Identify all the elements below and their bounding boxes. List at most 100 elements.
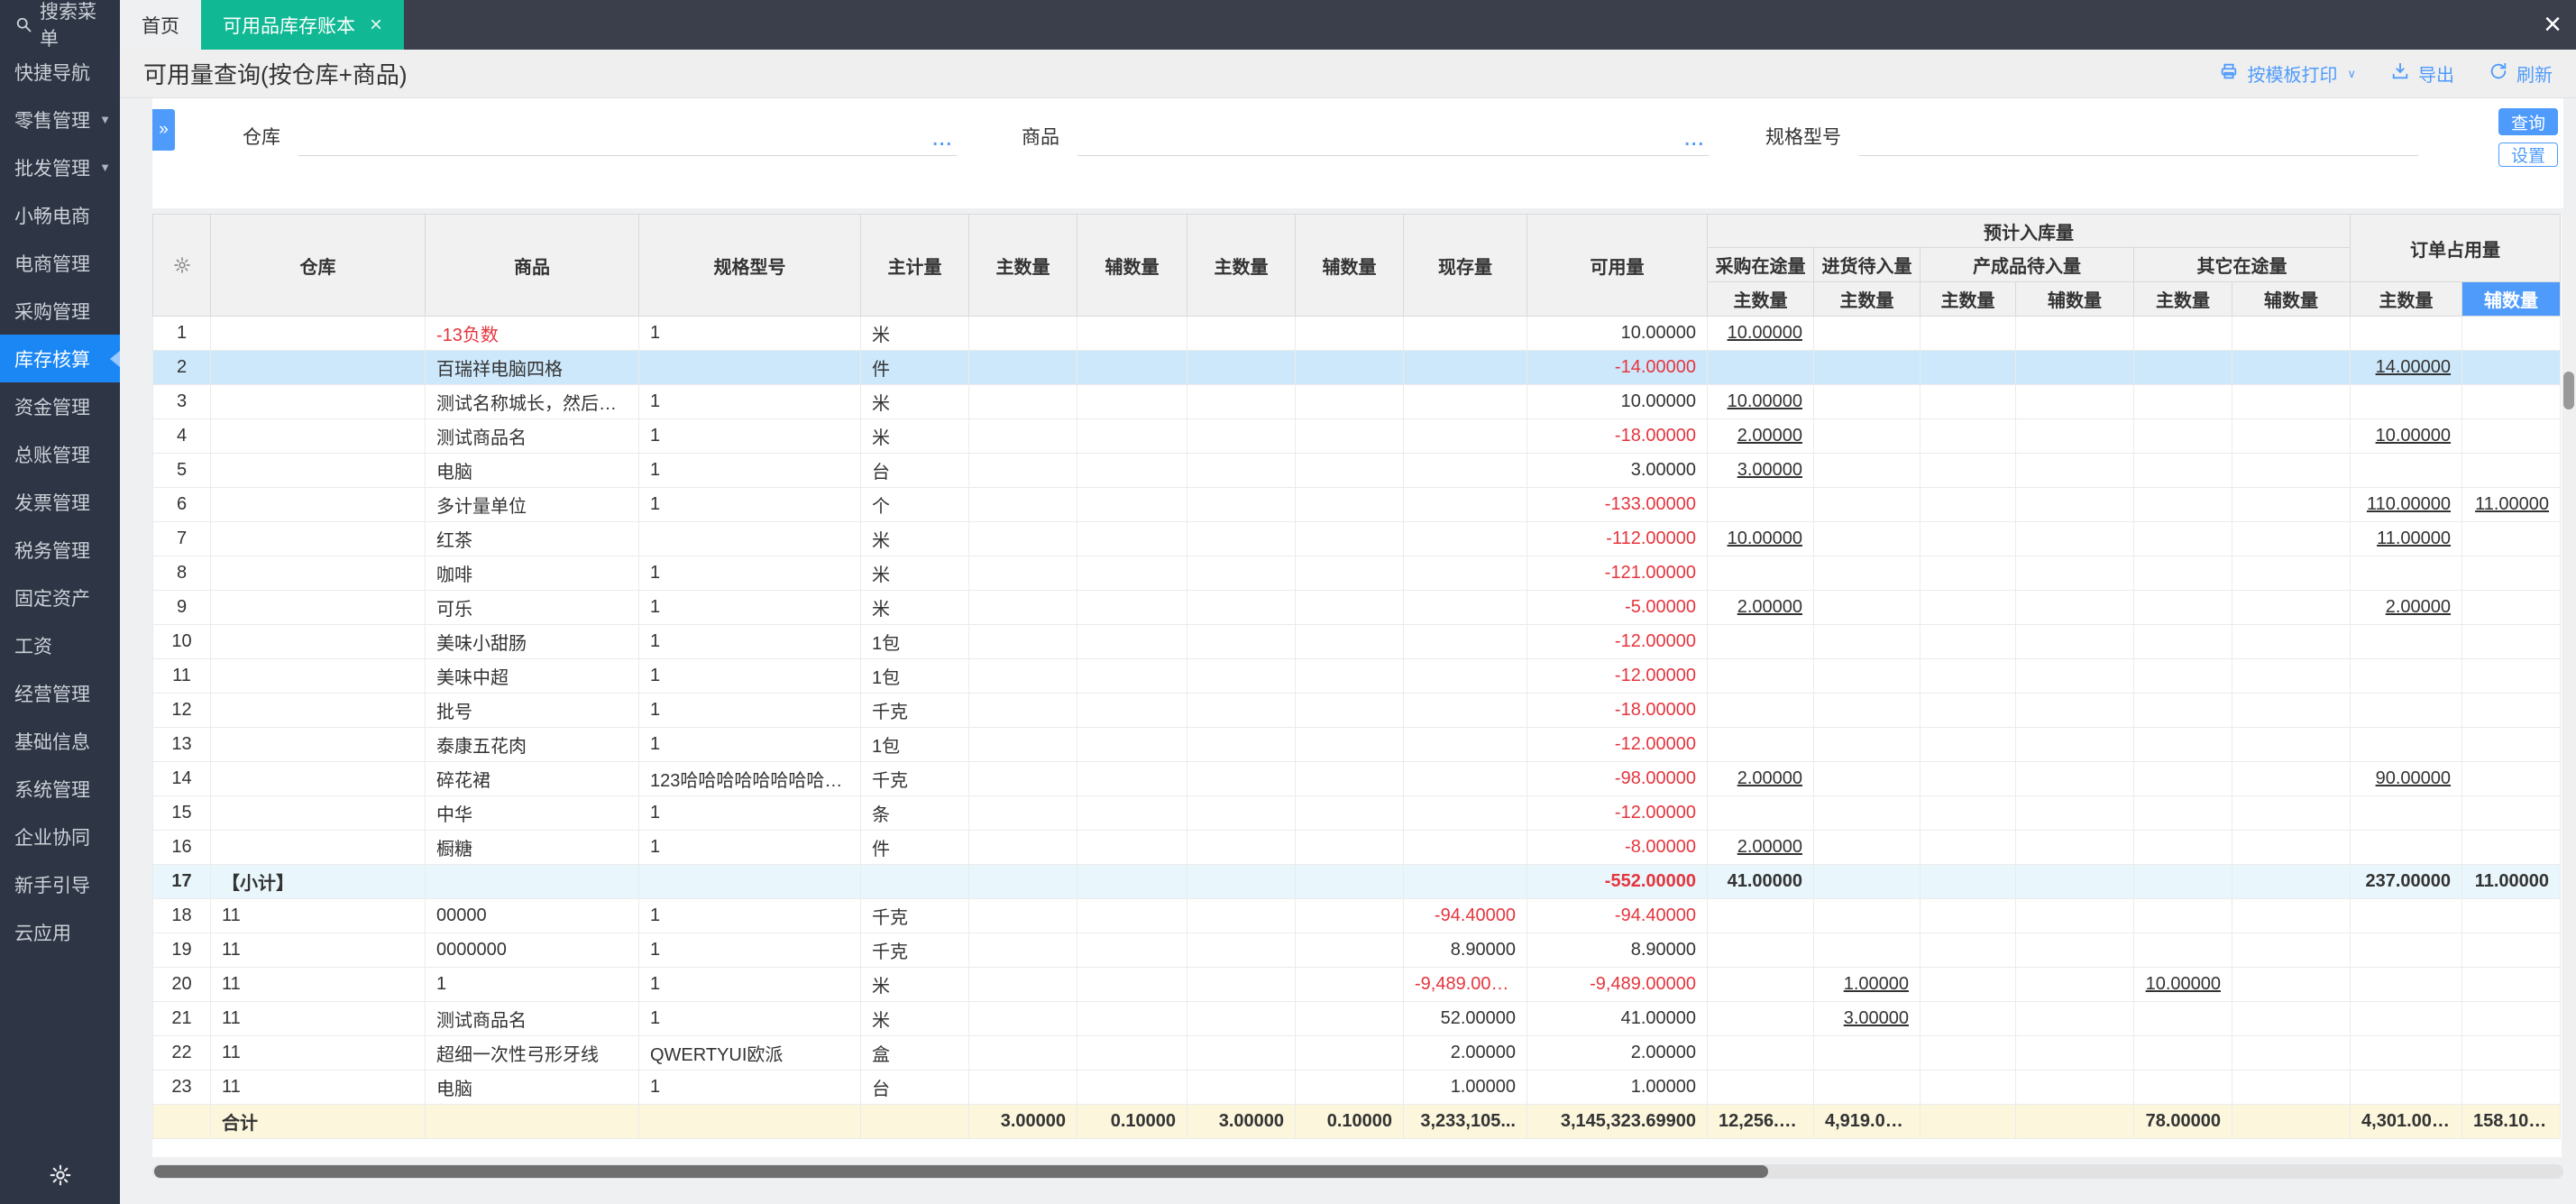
- column-settings-icon[interactable]: [152, 214, 211, 317]
- vertical-scrollbar[interactable]: [2562, 214, 2576, 1157]
- product-picker-icon[interactable]: ...: [1684, 130, 1705, 150]
- table-row[interactable]: 7 红茶 米 -112.00000 10.00000 11.00000: [152, 521, 2562, 556]
- subcolumn-header[interactable]: 主数量: [1813, 281, 1921, 317]
- spec-input[interactable]: [1859, 120, 2418, 156]
- subcolumn-header[interactable]: 主数量: [1707, 281, 1814, 317]
- warehouse-input[interactable]: ...: [298, 120, 957, 156]
- cell-order-occupied-main[interactable]: 14.00000: [2350, 350, 2463, 385]
- cell-purchase-in-transit[interactable]: 2.00000: [1707, 761, 1814, 796]
- subcolumn-header[interactable]: 主数量: [1920, 281, 2016, 317]
- table-row[interactable]: 19 11 0000000 1 千克 8.90000 8.90000: [152, 933, 2562, 968]
- product-input[interactable]: ...: [1077, 120, 1709, 156]
- tab-home[interactable]: 首页: [120, 0, 201, 50]
- cell-order-occupied-main[interactable]: 10.00000: [2350, 418, 2463, 454]
- cell-order-occupied-main[interactable]: 110.00000: [2350, 487, 2463, 522]
- table-row[interactable]: 6 多计量单位 1 个 -133.00000 110.00000 11.00000: [152, 487, 2562, 522]
- sidebar-item-invoice-mgmt[interactable]: 发票管理: [0, 478, 120, 526]
- column-header-商品[interactable]: 商品: [425, 214, 639, 317]
- refresh-button[interactable]: 刷新: [2489, 60, 2553, 87]
- sidebar-item-wholesale-mgmt[interactable]: 批发管理 ▼: [0, 143, 120, 191]
- table-row[interactable]: 14 碎花裙123哈哈哈哈哈哈哈哈哈哈哈...千克 -98.000002.00000…: [152, 761, 2562, 796]
- table-row[interactable]: 9 可乐 1 米 -5.00000 2.00000 2.00000: [152, 590, 2562, 625]
- table-row[interactable]: 10 美味小甜肠 1 1包 -12.00000: [152, 624, 2562, 659]
- sidebar-item-ecommerce-mgmt[interactable]: 电商管理: [0, 239, 120, 287]
- subcolumn-header[interactable]: 主数量: [2133, 281, 2232, 317]
- subcolumn-header[interactable]: 辅数量: [2231, 281, 2351, 317]
- cell-incoming-pending[interactable]: 3.00000: [1813, 1001, 1921, 1036]
- horizontal-scrollbar[interactable]: [152, 1164, 2563, 1179]
- warehouse-picker-icon[interactable]: ...: [932, 130, 953, 150]
- table-row[interactable]: 1 -13负数 1 米 10.00000 10.00000: [152, 316, 2562, 351]
- subcolumn-header[interactable]: 辅数量: [2461, 281, 2562, 317]
- sidebar-item-retail-mgmt[interactable]: 零售管理 ▼: [0, 96, 120, 143]
- cell-purchase-in-transit[interactable]: 10.00000: [1707, 521, 1814, 556]
- sidebar-item-search-menu[interactable]: 搜索菜单: [0, 0, 120, 50]
- cell-order-occupied-main[interactable]: 2.00000: [2350, 590, 2463, 625]
- column-header-现存量[interactable]: 现存量: [1403, 214, 1527, 317]
- table-row[interactable]: 22 11 超细一次性弓形牙线 QWERTYUI欧派盒 2.00000 2.00000: [152, 1035, 2562, 1071]
- sidebar-item-tax-mgmt[interactable]: 税务管理: [0, 526, 120, 574]
- column-header-辅数量[interactable]: 辅数量: [1077, 214, 1187, 317]
- table-row[interactable]: 20 11 1 1 米 -9,489.000... -9,489.00000 1.00000 1…: [152, 967, 2562, 1002]
- column-header-主计量[interactable]: 主计量: [860, 214, 969, 317]
- table-row[interactable]: 12 批号 1 千克 -18.00000: [152, 693, 2562, 728]
- cell-order-occupied-main[interactable]: 90.00000: [2350, 761, 2463, 796]
- sidebar-item-payroll[interactable]: 工资: [0, 621, 120, 669]
- sidebar-item-xiaochang-ecommerce[interactable]: 小畅电商: [0, 191, 120, 239]
- table-row[interactable]: 15 中华 1 条 -12.00000: [152, 795, 2562, 831]
- sidebar-item-beginner-guide[interactable]: 新手引导: [0, 860, 120, 908]
- sidebar-item-operation-mgmt[interactable]: 经营管理: [0, 669, 120, 717]
- subcolumn-header[interactable]: 辅数量: [2015, 281, 2134, 317]
- table-row[interactable]: 2 百瑞祥电脑四格 件 -14.00000 14.00000: [152, 350, 2562, 385]
- print-by-template-button[interactable]: 按模板打印 ∨: [2219, 60, 2356, 87]
- header-group-进货待入量[interactable]: 进货待入量: [1813, 247, 1921, 282]
- header-order-occupied[interactable]: 订单占用量: [2350, 214, 2562, 282]
- sidebar-item-purchase-mgmt[interactable]: 采购管理: [0, 287, 120, 335]
- column-header-主数量[interactable]: 主数量: [968, 214, 1077, 317]
- sidebar-item-enterprise-collab[interactable]: 企业协同: [0, 813, 120, 860]
- cell-purchase-in-transit[interactable]: 2.00000: [1707, 830, 1814, 865]
- table-row[interactable]: 8 咖啡 1 米 -121.00000: [152, 556, 2562, 591]
- tab-close-icon[interactable]: ×: [370, 12, 383, 37]
- cell-other-transit-main[interactable]: 10.00000: [2133, 967, 2232, 1002]
- table-row[interactable]: 16 橱糖 1 件 -8.00000 2.00000: [152, 830, 2562, 865]
- header-group-产成品待入量[interactable]: 产成品待入量: [1920, 247, 2134, 282]
- query-button[interactable]: 查询: [2498, 108, 2558, 135]
- collapse-filter-button[interactable]: »: [152, 109, 175, 151]
- sidebar-item-quick-nav[interactable]: 快捷导航: [0, 48, 120, 96]
- cell-purchase-in-transit[interactable]: 2.00000: [1707, 590, 1814, 625]
- column-header-仓库[interactable]: 仓库: [210, 214, 426, 317]
- subcolumn-header[interactable]: 主数量: [2350, 281, 2463, 317]
- table-row[interactable]: 4 测试商品名 1 米 -18.00000 2.00000 10.00000: [152, 418, 2562, 454]
- vertical-scrollbar-thumb[interactable]: [2563, 372, 2574, 409]
- total-row[interactable]: 合计 3.00000 0.10000 3.00000 0.10000 3,233,105.…: [152, 1104, 2562, 1139]
- column-header-可用量[interactable]: 可用量: [1526, 214, 1708, 317]
- tab-available-inventory-ledger[interactable]: 可用品库存账本 ×: [201, 0, 405, 50]
- cell-purchase-in-transit[interactable]: 2.00000: [1707, 418, 1814, 454]
- window-close-button[interactable]: ×: [2529, 0, 2576, 50]
- table-row[interactable]: 5 电脑 1 台 3.00000 3.00000: [152, 453, 2562, 488]
- cell-purchase-in-transit[interactable]: 3.00000: [1707, 453, 1814, 488]
- header-planned-inbound[interactable]: 预计入库量: [1706, 214, 2351, 248]
- settings-button[interactable]: 设置: [2498, 142, 2558, 167]
- sidebar-item-basic-info[interactable]: 基础信息: [0, 717, 120, 765]
- export-button[interactable]: 导出: [2390, 60, 2454, 87]
- table-row[interactable]: 21 11 测试商品名 1 米 52.00000 41.00000 3.00000: [152, 1001, 2562, 1036]
- cell-order-occupied-main[interactable]: 11.00000: [2350, 521, 2463, 556]
- sidebar-item-cloud-apps[interactable]: 云应用: [0, 908, 120, 956]
- column-header-主数量[interactable]: 主数量: [1187, 214, 1296, 317]
- cell-order-occupied-aux[interactable]: 11.00000: [2461, 487, 2562, 522]
- sidebar-item-general-ledger[interactable]: 总账管理: [0, 430, 120, 478]
- cell-incoming-pending[interactable]: 1.00000: [1813, 967, 1921, 1002]
- horizontal-scrollbar-thumb[interactable]: [154, 1165, 1768, 1178]
- column-header-辅数量[interactable]: 辅数量: [1295, 214, 1404, 317]
- table-row[interactable]: 13 泰康五花肉 1 1包 -12.00000: [152, 727, 2562, 762]
- sidebar-settings-button[interactable]: [0, 1163, 120, 1191]
- cell-purchase-in-transit[interactable]: 10.00000: [1707, 316, 1814, 351]
- table-row[interactable]: 23 11 电脑 1 台 1.00000 1.00000: [152, 1070, 2562, 1105]
- header-group-采购在途量[interactable]: 采购在途量: [1707, 247, 1814, 282]
- subtotal-row[interactable]: 17 【小计】 -552.00000 41.00000 237.00000 11.0000…: [152, 864, 2562, 899]
- table-row[interactable]: 11 美味中超 1 1包 -12.00000: [152, 658, 2562, 694]
- sidebar-item-system-mgmt[interactable]: 系统管理: [0, 765, 120, 813]
